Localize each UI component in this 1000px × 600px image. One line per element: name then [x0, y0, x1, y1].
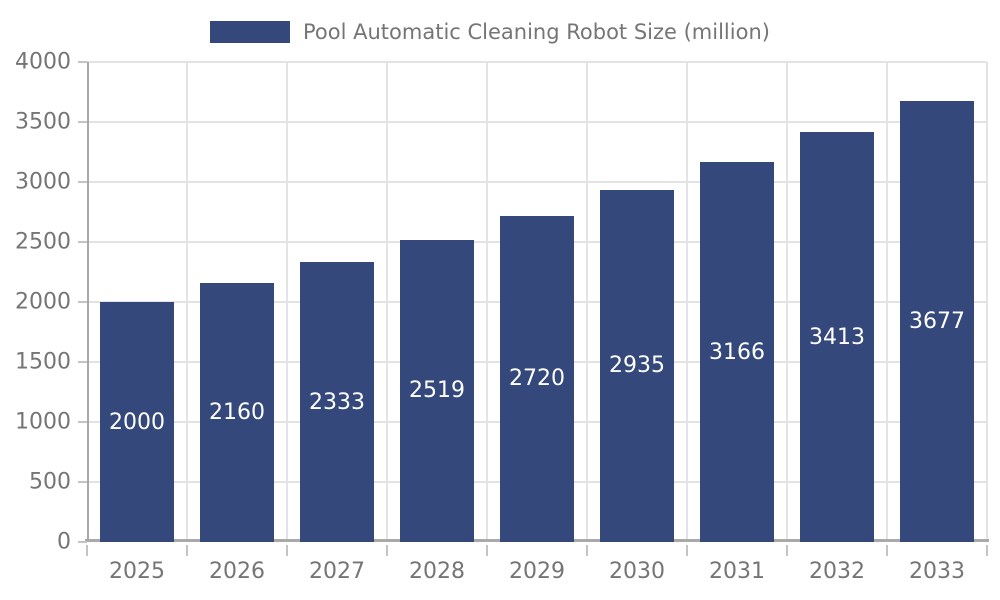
x-axis-tick — [886, 545, 888, 556]
x-axis-tick-label: 2033 — [909, 559, 965, 584]
bar-value-label: 2720 — [509, 366, 565, 392]
gridline-vertical — [286, 62, 288, 542]
bar: 3413 — [800, 132, 874, 542]
y-axis-tick-label: 3500 — [15, 109, 71, 135]
gridline-vertical — [586, 62, 588, 542]
x-axis-tick — [286, 545, 288, 556]
y-axis-tick — [78, 361, 87, 363]
gridline-vertical — [486, 62, 488, 542]
bar-value-label: 2000 — [109, 409, 165, 435]
bar-value-label: 3166 — [709, 339, 765, 365]
bar: 2519 — [400, 239, 474, 542]
y-axis-tick-label: 500 — [29, 469, 71, 495]
bar: 2160 — [200, 282, 274, 542]
x-axis-tick — [86, 545, 88, 556]
x-axis-tick-label: 2031 — [709, 559, 765, 584]
chart-legend: Pool Automatic Cleaning Robot Size (mill… — [210, 15, 770, 49]
bar-value-label: 3677 — [909, 308, 965, 334]
bar-value-label: 3413 — [809, 324, 865, 350]
bar: 2935 — [600, 189, 674, 542]
x-axis-tick-label: 2028 — [409, 559, 465, 584]
x-axis-tick-label: 2030 — [609, 559, 665, 584]
gridline-horizontal — [87, 181, 987, 183]
plot-area: 0 500 1000 1500 2000 2500 3000 3500 4000 2025 2026… — [15, 50, 989, 584]
y-axis-tick — [78, 181, 87, 183]
gridline-vertical — [786, 62, 788, 542]
x-axis-tick — [186, 545, 188, 556]
y-axis-tick-label: 4000 — [15, 49, 71, 75]
y-axis-tick-label: 0 — [57, 529, 71, 555]
x-axis-tick-label: 2025 — [109, 559, 165, 584]
y-axis-tick-label: 1000 — [15, 409, 71, 435]
y-axis-tick — [78, 241, 87, 243]
bar: 2720 — [500, 215, 574, 542]
y-axis-tick — [78, 121, 87, 123]
bar-value-label: 2333 — [309, 389, 365, 415]
gridline-vertical — [986, 62, 988, 542]
gridline-horizontal — [87, 121, 987, 123]
x-axis-tick — [486, 545, 488, 556]
y-axis-tick — [78, 61, 87, 63]
y-axis-tick — [78, 301, 87, 303]
gridline-vertical — [186, 62, 188, 542]
x-axis-tick-label: 2029 — [509, 559, 565, 584]
x-axis-tick — [386, 545, 388, 556]
x-axis-tick-label: 2026 — [209, 559, 265, 584]
y-axis-tick-label: 2500 — [15, 229, 71, 255]
legend-swatch-icon — [210, 21, 290, 43]
gridline-vertical — [686, 62, 688, 542]
gridline-horizontal — [87, 61, 987, 63]
x-axis-tick — [686, 545, 688, 556]
y-axis-tick — [78, 481, 87, 483]
y-axis-line — [87, 62, 89, 542]
y-axis-tick-label: 2000 — [15, 289, 71, 315]
x-axis-tick-label: 2032 — [809, 559, 865, 584]
bar: 3166 — [700, 162, 774, 542]
x-axis-tick — [586, 545, 588, 556]
bar: 3677 — [900, 100, 974, 542]
bar-value-label: 2935 — [609, 353, 665, 379]
gridline-vertical — [886, 62, 888, 542]
y-axis-tick — [78, 541, 87, 543]
x-axis-tick — [986, 545, 988, 556]
bar-value-label: 2519 — [409, 378, 465, 404]
y-axis-tick — [78, 421, 87, 423]
legend-label: Pool Automatic Cleaning Robot Size (mill… — [303, 20, 770, 44]
x-axis-tick-label: 2027 — [309, 559, 365, 584]
x-axis-tick — [786, 545, 788, 556]
y-axis-tick-label: 1500 — [15, 349, 71, 375]
gridline-vertical — [386, 62, 388, 542]
bar: 2333 — [300, 262, 374, 542]
bar-value-label: 2160 — [209, 399, 265, 425]
bar: 2000 — [100, 302, 174, 542]
y-axis-tick-label: 3000 — [15, 169, 71, 195]
